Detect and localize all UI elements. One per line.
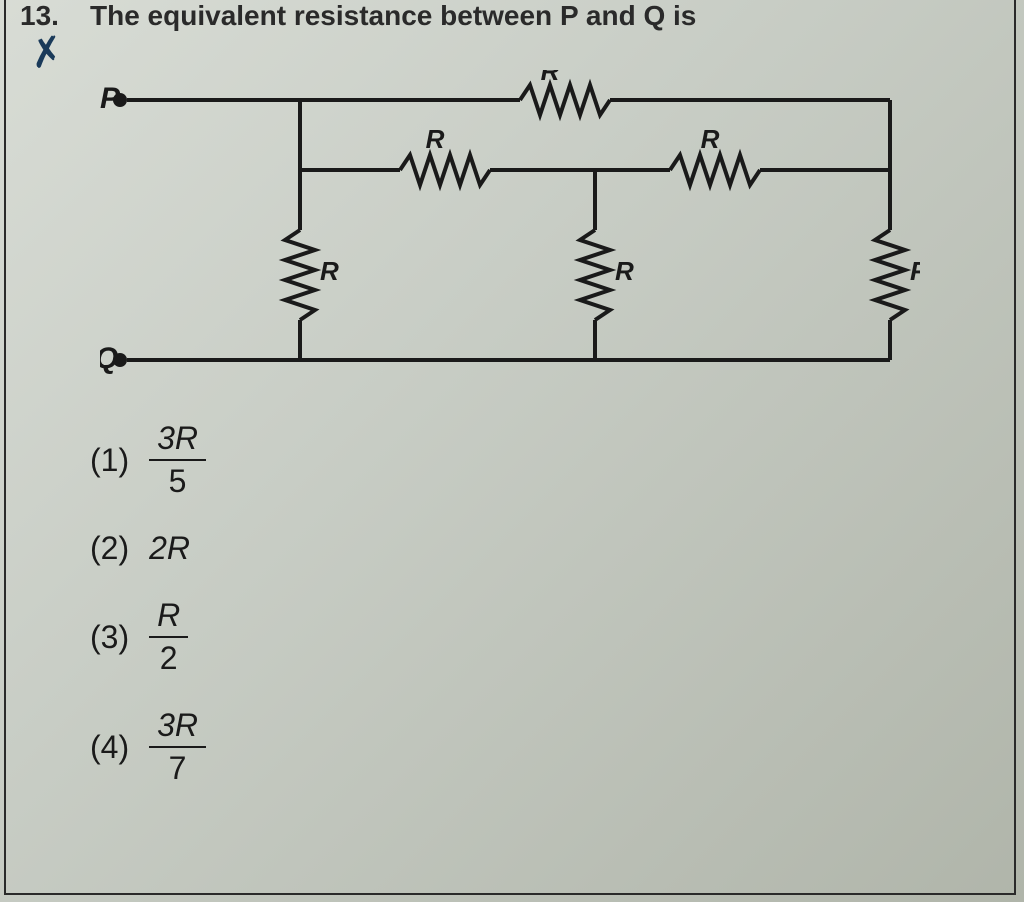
terminal-p-label: P [100, 82, 121, 115]
circuit-diagram: P Q R R R [100, 70, 920, 390]
option-3-numerator: R [149, 597, 188, 638]
option-4-denominator: 7 [161, 748, 195, 787]
option-2-value: 2R [149, 530, 190, 567]
question-text: The equivalent resistance between P and … [90, 0, 696, 32]
option-1: (1) 3R 5 [90, 420, 206, 500]
option-4-numerator: 3R [149, 707, 206, 748]
resistor-vert-left [285, 230, 315, 320]
option-1-fraction: 3R 5 [149, 420, 206, 500]
resistor-vert-mid-label: R [615, 256, 634, 286]
paper-background: 13. The equivalent resistance between P … [0, 0, 1024, 902]
resistor-vert-left-label: R [320, 256, 339, 286]
option-4-number: (4) [90, 729, 129, 766]
option-3-denominator: 2 [152, 638, 186, 677]
resistor-top [520, 85, 610, 115]
resistor-vert-mid [580, 230, 610, 320]
question-number: 13. [20, 0, 59, 32]
option-2: (2) 2R [90, 530, 206, 567]
option-1-number: (1) [90, 442, 129, 479]
resistor-mid-left [400, 155, 490, 185]
resistor-mid-right [670, 155, 760, 185]
option-3: (3) R 2 [90, 597, 206, 677]
resistor-vert-right [875, 230, 905, 320]
terminal-q-label: Q [100, 342, 118, 375]
resistor-mid-left-label: R [426, 124, 445, 154]
resistor-vert-right-label: R [910, 256, 920, 286]
option-3-number: (3) [90, 619, 129, 656]
option-1-numerator: 3R [149, 420, 206, 461]
circuit-svg: P Q R R R [100, 70, 920, 390]
option-1-denominator: 5 [161, 461, 195, 500]
resistor-mid-right-label: R [701, 124, 720, 154]
option-3-fraction: R 2 [149, 597, 188, 677]
option-4: (4) 3R 7 [90, 707, 206, 787]
option-4-fraction: 3R 7 [149, 707, 206, 787]
resistor-top-label: R [541, 70, 560, 86]
answer-options: (1) 3R 5 (2) 2R (3) R 2 (4) 3R 7 [90, 420, 206, 817]
option-2-number: (2) [90, 530, 129, 567]
